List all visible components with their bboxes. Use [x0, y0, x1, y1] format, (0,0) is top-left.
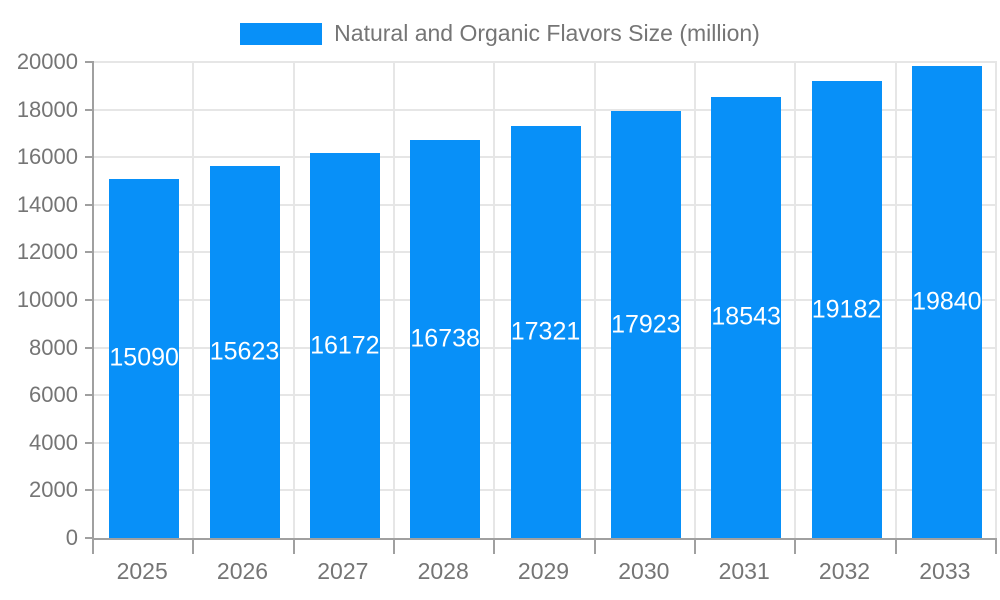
vertical-gridline — [794, 62, 797, 538]
y-axis-tick — [85, 203, 94, 206]
y-axis-tick-label: 2000 — [29, 477, 78, 503]
bar-value-label: 17321 — [510, 317, 581, 346]
y-axis-tick — [85, 346, 94, 349]
bar-value-label: 18543 — [711, 302, 781, 331]
bar-2026[interactable]: 15623 — [209, 166, 280, 538]
bar-2029[interactable]: 17321 — [510, 125, 581, 538]
y-axis-tick-label: 16000 — [16, 144, 78, 170]
vertical-gridline — [995, 62, 997, 538]
bar-value-label: 15090 — [109, 343, 179, 372]
vertical-gridline — [192, 62, 195, 538]
y-axis-tick-label: 10000 — [16, 287, 78, 312]
y-axis-tick — [85, 108, 94, 111]
bar-value-label: 19182 — [811, 295, 882, 324]
x-axis-tick — [694, 540, 696, 554]
y-axis-tick — [85, 61, 94, 63]
x-axis-tick-label: 2031 — [718, 558, 770, 584]
x-axis-tick-label: 2032 — [818, 558, 871, 584]
x-axis-tick — [995, 540, 997, 554]
vertical-gridline — [894, 62, 897, 538]
bar-2031[interactable]: 18543 — [711, 96, 782, 538]
y-axis-tick — [85, 299, 94, 301]
horizontal-gridline — [94, 61, 997, 63]
x-axis-tick-label: 2030 — [618, 558, 670, 584]
y-axis-tick-label: 14000 — [16, 191, 78, 217]
y-axis-tick — [85, 251, 94, 254]
x-axis-tick — [794, 540, 797, 554]
x-axis-tick-label: 2033 — [919, 558, 971, 584]
legend-series-label: Natural and Organic Flavors Size (millio… — [334, 20, 760, 46]
x-axis-tick-label: 2025 — [116, 558, 168, 584]
bar-value-label: 15623 — [209, 337, 280, 366]
y-axis-tick-label: 8000 — [29, 334, 78, 360]
bar-value-label: 16738 — [410, 324, 480, 353]
bar-value-label: 16172 — [310, 331, 380, 360]
x-axis-tick — [393, 540, 395, 554]
y-axis-tick-label: 18000 — [16, 96, 78, 122]
y-axis-tick-label: 20000 — [16, 49, 78, 74]
vertical-gridline — [393, 62, 395, 538]
bar-2032[interactable]: 19182 — [811, 81, 882, 538]
plot-area: 15090 15623 16172 16738 17321 17923 18543 19182… — [85, 61, 997, 554]
x-axis-tick-label: 2028 — [417, 558, 469, 584]
vertical-gridline — [593, 62, 596, 538]
x-axis-tick — [92, 540, 94, 554]
y-axis-tick — [85, 537, 94, 539]
horizontal-gridline — [94, 108, 997, 111]
bar-value-label: 19840 — [912, 287, 982, 316]
y-axis-tick — [85, 394, 94, 397]
x-axis-tick-label: 2029 — [517, 558, 570, 584]
bar-2028[interactable]: 16738 — [410, 139, 481, 538]
legend[interactable]: Natural and Organic Flavors Size (millio… — [0, 20, 1000, 47]
y-axis-tick-label: 4000 — [29, 429, 78, 455]
bar-2027[interactable]: 16172 — [309, 153, 380, 538]
bar-2033[interactable]: 19840 — [911, 65, 982, 538]
x-axis-tick — [493, 540, 496, 554]
bar-2025[interactable]: 15090 — [109, 178, 180, 538]
bar-value-label: 17923 — [611, 310, 681, 339]
vertical-gridline — [694, 62, 696, 538]
y-axis-tick-label: 0 — [65, 525, 78, 550]
bar-2030[interactable]: 17923 — [610, 111, 681, 538]
x-axis-tick — [894, 540, 897, 554]
x-axis-tick-label: 2027 — [317, 558, 369, 584]
y-axis-tick — [85, 489, 94, 492]
vertical-gridline — [493, 62, 496, 538]
x-axis-tick — [192, 540, 195, 554]
vertical-gridline — [292, 62, 295, 538]
y-axis-tick-labels: 0 2000 4000 6000 8000 10000 12000 14000 16000 180… — [0, 49, 78, 550]
y-axis-tick — [85, 156, 94, 159]
x-axis-tick-label: 2026 — [216, 558, 269, 584]
legend-swatch-icon — [240, 22, 323, 45]
x-axis-tick-labels: 2025 2026 2027 2028 2029 2030 2031 2032 2033 — [92, 556, 995, 586]
y-axis-tick — [85, 441, 94, 444]
x-axis-tick — [593, 540, 596, 554]
y-axis-tick-label: 12000 — [16, 239, 78, 265]
y-axis-tick-label: 6000 — [29, 382, 78, 408]
x-axis-tick — [292, 540, 295, 554]
